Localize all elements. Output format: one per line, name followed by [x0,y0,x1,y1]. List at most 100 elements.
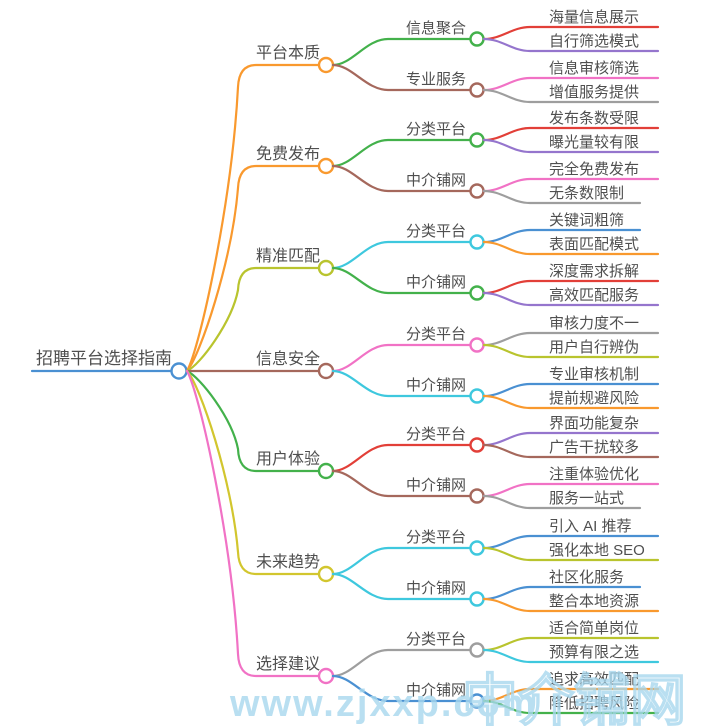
branch-group-2: 精准匹配 分类平台 关键词粗筛 表面匹配模式 中介铺网 深度需求拆解 高效匹配服… [185,212,660,373]
leaf-link-3-0-1 [482,343,660,359]
branch-link-1 [185,164,321,373]
branch-link-4 [185,369,321,473]
child-label-6-0[interactable]: 分类平台 [406,631,466,648]
child-label-1-1[interactable]: 中介铺网 [406,172,466,189]
child-node-4-0[interactable] [469,437,485,453]
child-link-2-0 [331,240,472,270]
child-label-3-0[interactable]: 分类平台 [406,326,466,343]
branch-node-1[interactable] [317,157,335,175]
branch-group-0: 平台本质 信息聚合 海量信息展示 自行筛选模式 专业服务 信息审核筛选 增值服务… [185,9,660,373]
child-node-5-0[interactable] [469,540,485,556]
root-group: 招聘平台选择指南 [30,349,188,380]
leaf-label-2-1-1[interactable]: 高效匹配服务 [549,287,639,304]
leaf-label-0-1-0[interactable]: 信息审核筛选 [549,60,639,77]
branch-link-6 [185,369,321,678]
branch-label-2[interactable]: 精准匹配 [256,247,320,265]
branch-node-2[interactable] [317,259,335,277]
leaf-label-2-0-1[interactable]: 表面匹配模式 [549,236,639,253]
child-link-4-0 [331,443,472,473]
leaf-label-6-1-1[interactable]: 降低招聘风险 [549,695,639,712]
child-node-3-1[interactable] [469,388,485,404]
branch-group-5: 未来趋势 分类平台 引入 AI 推荐 强化本地 SEO 中介铺网 社区化服务 整… [185,369,660,613]
leaf-label-0-1-1[interactable]: 增值服务提供 [549,84,639,101]
branch-node-0[interactable] [317,56,335,74]
child-node-1-0[interactable] [469,132,485,148]
branch-node-4[interactable] [317,462,335,480]
leaf-label-4-1-1[interactable]: 服务一站式 [549,490,624,507]
child-label-4-1[interactable]: 中介铺网 [406,477,466,494]
leaf-label-4-1-0[interactable]: 注重体验优化 [549,466,639,483]
child-link-0-0 [331,37,472,67]
child-node-5-1[interactable] [469,591,485,607]
child-label-4-0[interactable]: 分类平台 [406,426,466,443]
branch-link-5 [185,369,321,576]
child-label-2-0[interactable]: 分类平台 [406,223,466,240]
child-link-1-1 [331,164,472,193]
leaf-label-5-1-1[interactable]: 整合本地资源 [549,593,639,610]
leaf-label-6-0-1[interactable]: 预算有限之选 [549,643,639,661]
child-node-0-1[interactable] [469,82,485,98]
root-label[interactable]: 招聘平台选择指南 [36,349,172,368]
child-node-2-0[interactable] [469,234,485,250]
leaf-label-5-0-1[interactable]: 强化本地 SEO [549,542,645,559]
child-label-1-0[interactable]: 分类平台 [406,121,466,138]
child-node-4-1[interactable] [469,488,485,504]
child-label-5-1[interactable]: 中介铺网 [406,580,466,597]
leaf-label-1-1-0[interactable]: 完全免费发布 [549,160,639,178]
leaf-label-4-0-1[interactable]: 广告干扰较多 [549,438,639,456]
leaf-label-1-0-1[interactable]: 曝光量较有限 [549,133,639,151]
leaf-label-3-1-0[interactable]: 专业审核机制 [549,366,639,383]
child-node-3-0[interactable] [469,337,485,353]
leaf-label-3-0-0[interactable]: 审核力度不一 [549,315,639,332]
child-link-0-1 [331,63,472,92]
leaf-label-5-1-0[interactable]: 社区化服务 [549,569,624,586]
branch-node-6[interactable] [317,667,335,685]
child-label-5-0[interactable]: 分类平台 [406,529,466,546]
leaf-link-5-1-1 [482,597,660,613]
child-link-6-1 [331,674,472,703]
branch-label-0[interactable]: 平台本质 [256,44,320,62]
child-label-6-1[interactable]: 中介铺网 [406,682,466,699]
child-label-0-0[interactable]: 信息聚合 [406,20,466,37]
leaf-link-5-0-1 [482,546,660,562]
child-node-1-1[interactable] [469,183,485,199]
branch-node-5[interactable] [317,565,335,583]
leaf-label-3-0-1[interactable]: 用户自行辨伪 [549,339,639,356]
branch-label-3[interactable]: 信息安全 [256,350,320,368]
leaf-link-1-0-1 [482,138,660,154]
child-label-2-1[interactable]: 中介铺网 [406,274,466,291]
leaf-label-1-0-0[interactable]: 发布条数受限 [549,110,639,127]
leaf-label-0-0-0[interactable]: 海量信息展示 [549,9,639,26]
leaf-label-5-0-0[interactable]: 引入 AI 推荐 [549,518,632,535]
leaf-label-1-1-1[interactable]: 无条数限制 [549,185,624,202]
child-node-0-0[interactable] [469,31,485,47]
leaf-label-6-0-0[interactable]: 适合简单岗位 [549,620,639,637]
leaf-link-2-1-1 [482,291,660,307]
child-label-0-1[interactable]: 专业服务 [406,71,466,88]
watermark-brand: 中介铺网 [462,669,686,726]
child-node-2-1[interactable] [469,285,485,301]
leaf-label-0-0-1[interactable]: 自行筛选模式 [549,33,639,50]
branch-node-3[interactable] [317,362,335,380]
leaf-label-3-1-1[interactable]: 提前规避风险 [549,390,639,407]
branch-label-4[interactable]: 用户体验 [256,450,320,468]
leaf-label-2-0-0[interactable]: 关键词粗筛 [549,212,624,229]
branch-group-4: 用户体验 分类平台 界面功能复杂 广告干扰较多 中介铺网 注重体验优化 服务一站… [185,369,660,510]
branch-label-5[interactable]: 未来趋势 [256,553,320,571]
branch-label-6[interactable]: 选择建议 [256,655,320,673]
leaf-label-6-1-0[interactable]: 追求高效匹配 [549,671,639,688]
child-node-6-0[interactable] [469,642,485,658]
leaf-label-4-0-0[interactable]: 界面功能复杂 [549,414,639,432]
root-node[interactable] [170,362,188,380]
leaf-link-4-0-1 [482,443,660,459]
leaf-link-3-1-1 [482,394,660,410]
child-label-3-1[interactable]: 中介铺网 [406,377,466,394]
leaf-label-2-1-0[interactable]: 深度需求拆解 [549,263,639,280]
watermark: www.zjxxp.com 中介铺网 [229,668,687,726]
child-link-3-1 [331,369,472,398]
child-link-1-0 [331,138,472,168]
leaf-link-4-1-1 [482,494,642,510]
leaf-link-1-1-1 [482,189,642,205]
branch-label-1[interactable]: 免费发布 [256,145,320,163]
